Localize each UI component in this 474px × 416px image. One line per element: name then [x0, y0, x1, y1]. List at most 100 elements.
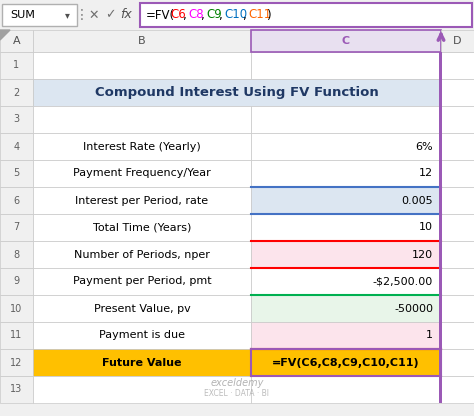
Text: Payment is due: Payment is due	[99, 330, 185, 341]
Text: ✓: ✓	[105, 8, 115, 22]
Text: 1: 1	[13, 60, 19, 70]
Bar	[2, 4, 77, 26]
Bar	[33, 133, 251, 160]
Bar	[441, 322, 474, 349]
Text: SUM: SUM	[10, 10, 35, 20]
Text: C6: C6	[170, 8, 186, 22]
Bar	[0, 376, 33, 403]
Text: Total Time (Years): Total Time (Years)	[93, 223, 191, 233]
Bar	[251, 376, 441, 403]
Bar	[0, 52, 33, 79]
Text: exceldemy: exceldemy	[210, 379, 264, 389]
Bar	[441, 295, 474, 322]
Bar	[441, 133, 474, 160]
Text: Number of Periods, nper: Number of Periods, nper	[74, 250, 210, 260]
Text: 7: 7	[13, 223, 19, 233]
Bar	[0, 268, 33, 295]
Bar	[251, 295, 441, 322]
Text: 0.005: 0.005	[401, 196, 433, 206]
Text: Compound Interest Using FV Function: Compound Interest Using FV Function	[95, 86, 379, 99]
Bar	[0, 133, 33, 160]
Text: ,: ,	[182, 8, 186, 22]
Bar	[33, 160, 251, 187]
Bar	[33, 214, 251, 241]
Bar	[251, 349, 441, 376]
Text: 8: 8	[13, 250, 19, 260]
Bar	[251, 160, 441, 187]
Text: C11: C11	[248, 8, 271, 22]
Bar	[33, 241, 251, 268]
Text: Future Value: Future Value	[102, 357, 182, 367]
Polygon shape	[0, 30, 10, 40]
Text: 12: 12	[419, 168, 433, 178]
Text: fx: fx	[120, 8, 132, 22]
Bar	[441, 376, 474, 403]
Bar	[251, 133, 441, 160]
Text: ▾: ▾	[64, 10, 69, 20]
Text: 6%: 6%	[415, 141, 433, 151]
Text: C8: C8	[188, 8, 204, 22]
Bar	[0, 106, 33, 133]
Text: =FV(C6,C8,C9,C10,C11): =FV(C6,C8,C9,C10,C11)	[272, 357, 420, 367]
Bar	[251, 187, 441, 214]
Text: 13: 13	[10, 384, 23, 394]
Text: 12: 12	[10, 357, 23, 367]
Text: 10: 10	[10, 304, 23, 314]
Bar	[0, 349, 33, 376]
Bar	[441, 52, 474, 79]
Text: ⋮: ⋮	[75, 8, 89, 22]
Text: EXCEL · DATA · BI: EXCEL · DATA · BI	[204, 389, 270, 398]
Bar	[0, 322, 33, 349]
Text: 10: 10	[419, 223, 433, 233]
Bar	[0, 241, 33, 268]
Bar	[0, 160, 33, 187]
Bar	[0, 30, 33, 52]
Text: ,: ,	[242, 8, 246, 22]
Text: -50000: -50000	[394, 304, 433, 314]
Text: 5: 5	[13, 168, 19, 178]
Text: =FV(: =FV(	[146, 8, 175, 22]
Bar	[0, 295, 33, 322]
Text: 3: 3	[13, 114, 19, 124]
Bar	[0, 79, 33, 106]
Bar	[251, 241, 441, 268]
Bar	[251, 214, 441, 241]
Bar	[0, 30, 474, 52]
Bar	[251, 30, 441, 52]
Text: Interest per Period, rate: Interest per Period, rate	[75, 196, 209, 206]
Text: 4: 4	[13, 141, 19, 151]
Text: C10: C10	[224, 8, 247, 22]
Text: ,: ,	[218, 8, 222, 22]
Text: ,: ,	[200, 8, 204, 22]
Text: C: C	[342, 36, 350, 46]
Bar	[33, 79, 441, 106]
Bar	[140, 3, 472, 27]
Bar	[0, 187, 33, 214]
Text: 11: 11	[10, 330, 23, 341]
Bar	[33, 106, 251, 133]
Bar	[33, 322, 251, 349]
Bar	[251, 52, 441, 79]
Bar	[33, 349, 251, 376]
Text: B: B	[138, 36, 146, 46]
Bar	[441, 268, 474, 295]
Text: 120: 120	[412, 250, 433, 260]
Bar	[251, 106, 441, 133]
Text: Payment per Period, pmt: Payment per Period, pmt	[73, 277, 211, 287]
Bar	[441, 187, 474, 214]
Text: -$2,500.00: -$2,500.00	[373, 277, 433, 287]
Text: C9: C9	[206, 8, 222, 22]
Bar	[441, 214, 474, 241]
Bar	[439, 52, 442, 403]
Text: ): )	[266, 8, 271, 22]
Bar	[0, 0, 474, 30]
Text: A: A	[13, 36, 20, 46]
Text: 1: 1	[426, 330, 433, 341]
Text: Interest Rate (Yearly): Interest Rate (Yearly)	[83, 141, 201, 151]
Bar	[441, 30, 474, 52]
Text: Present Value, pv: Present Value, pv	[94, 304, 191, 314]
Text: 2: 2	[13, 87, 19, 97]
Text: 9: 9	[13, 277, 19, 287]
Bar	[251, 322, 441, 349]
Bar	[441, 79, 474, 106]
